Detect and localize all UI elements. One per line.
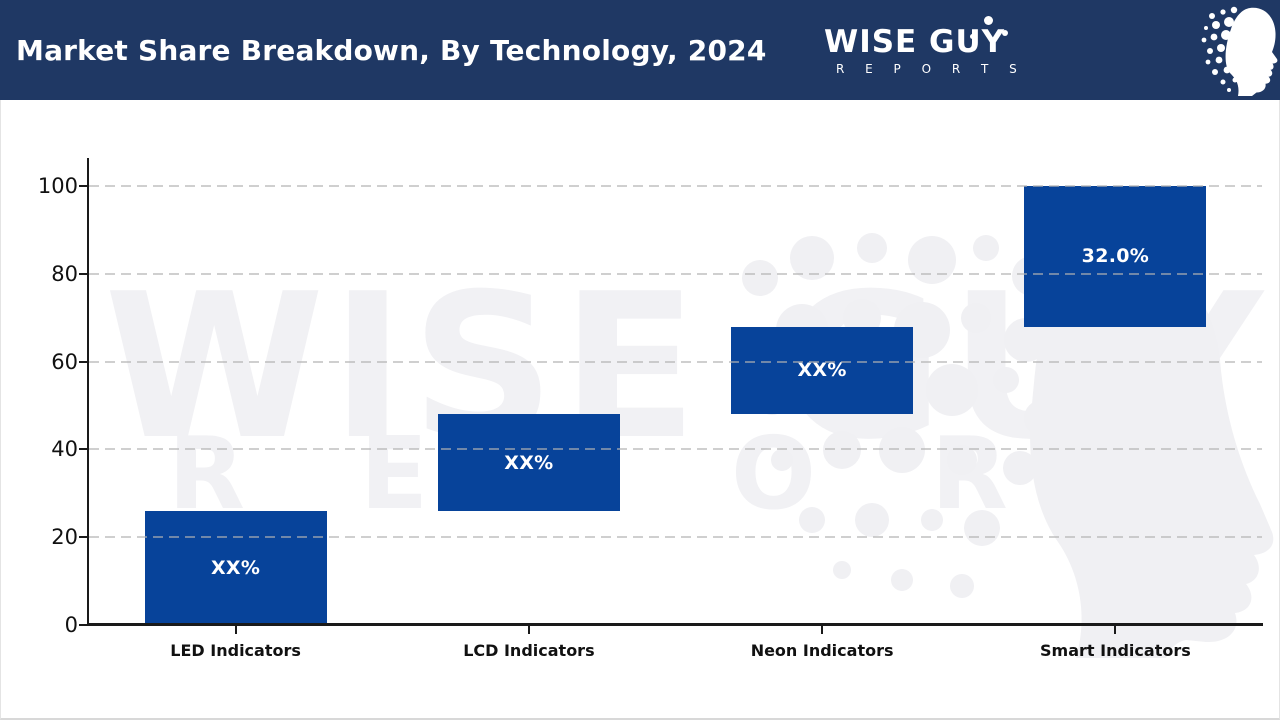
gridline-80 (89, 272, 1262, 275)
bar-value-label-smart-indicators: 32.0% (1081, 245, 1150, 268)
bar-value-label-neon-indicators: XX% (797, 359, 847, 382)
logo-dot (1002, 30, 1008, 36)
y-tick-mark (79, 536, 88, 539)
bar-neon-indicators: XX% (731, 326, 914, 415)
chart-title: Market Share Breakdown, By Technology, 2… (16, 33, 767, 67)
x-axis-line (87, 623, 1263, 626)
x-tick-label-led-indicators: LED Indicators (170, 641, 301, 660)
gridline-100 (89, 185, 1262, 187)
bar-value-label-lcd-indicators: XX% (504, 451, 554, 474)
x-tick-mark-smart-indicators (1114, 626, 1117, 634)
header-bar: Market Share Breakdown, By Technology, 2… (0, 0, 1280, 100)
gridline-40 (89, 448, 1262, 451)
x-tick-label-lcd-indicators: LCD Indicators (463, 641, 595, 660)
y-tick-mark (79, 624, 88, 626)
x-tick-mark-lcd-indicators (527, 626, 530, 634)
y-tick-label-20: 20 (51, 525, 78, 550)
logo-dot (970, 34, 975, 39)
bar-lcd-indicators: XX% (437, 414, 620, 511)
logo-head-icon (1201, 6, 1278, 96)
gridline-20 (89, 536, 1262, 539)
y-tick-label-60: 60 (51, 349, 78, 374)
y-tick-mark (79, 360, 88, 363)
y-tick-mark (79, 185, 88, 187)
gridline-60 (89, 360, 1262, 363)
x-tick-label-smart-indicators: Smart Indicators (1040, 641, 1191, 660)
x-tick-label-neon-indicators: Neon Indicators (750, 641, 894, 660)
brand-logo: WISE GUY R E P O R T S (824, 0, 1280, 100)
logo-subtitle: R E P O R T S (836, 62, 1026, 76)
bar-led-indicators: XX% (144, 510, 327, 625)
bar-value-label-led-indicators: XX% (210, 556, 261, 579)
x-tick-mark-neon-indicators (821, 626, 824, 634)
y-tick-label-80: 80 (51, 261, 78, 286)
watermark-head-graphic (739, 233, 1274, 658)
y-tick-label-100: 100 (37, 174, 78, 198)
logo-wordmark: WISE GUY (824, 24, 1006, 60)
y-tick-label-40: 40 (51, 437, 78, 462)
y-tick-mark (79, 272, 88, 275)
logo-dot (984, 16, 993, 25)
bar-smart-indicators: 32.0% (1024, 186, 1207, 327)
x-tick-mark-led-indicators (234, 626, 237, 634)
y-tick-label-0: 0 (64, 613, 78, 637)
y-tick-mark (79, 448, 88, 451)
y-axis-line (87, 158, 89, 626)
